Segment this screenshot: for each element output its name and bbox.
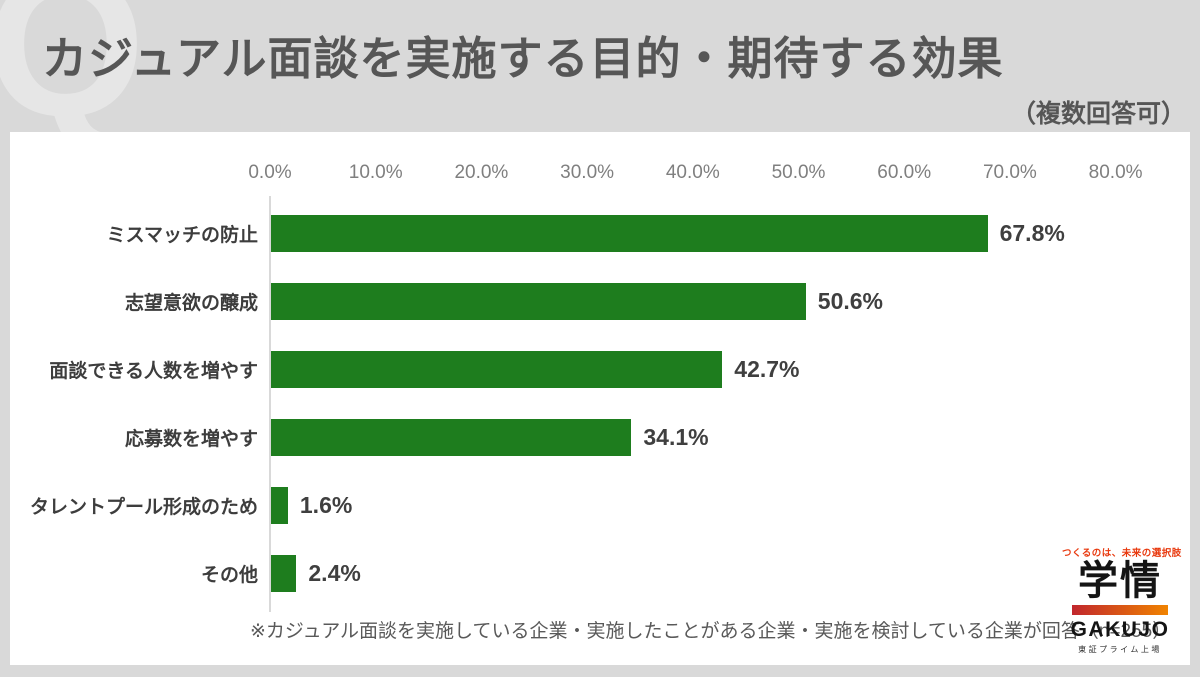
chart-row: その他 2.4% [10,555,1190,592]
survey-footnote: ※カジュアル面談を実施している企業・実施したことがある企業・実施を検討している企… [250,621,1172,642]
chart-row: 面談できる人数を増やす 42.7% [10,351,1190,388]
q-watermark-letter: Q [0,0,146,159]
bar [271,419,632,456]
value-label: 50.6% [817,288,884,314]
chart-row: タレントプール形成のため 1.6% [10,487,1190,524]
logo-listing-subtext: 東証プライム上場 [1078,645,1162,654]
multiple-answers-note: （複数回答可） [1010,100,1186,128]
category-label: 面談できる人数を増やす [49,361,258,382]
bar [271,555,297,592]
value-label: 42.7% [734,356,800,382]
logo-kanji-wordmark: 学情 [1078,558,1162,603]
logo-gradient-bar [1072,604,1168,615]
x-tick-label: 80.0% [1088,162,1143,183]
bar [271,351,723,388]
category-label: タレントプール形成のため [29,497,258,518]
value-label: 34.1% [643,424,709,450]
bar [271,283,806,320]
bar [271,487,288,524]
x-tick-label: 50.0% [771,162,826,183]
page-title: カジュアル面談を実施する目的・期待する効果 [42,33,1004,84]
chart-row: ミスマッチの防止 67.8% [10,215,1190,252]
x-tick-label: 30.0% [560,162,615,183]
x-tick-label: 70.0% [982,162,1037,183]
x-tick-label: 20.0% [454,162,509,183]
y-axis-line [269,196,271,612]
x-tick-label: 0.0% [248,162,292,183]
chart-row: 志望意欲の醸成 50.6% [10,283,1190,320]
x-tick-label: 60.0% [877,162,932,183]
category-label: 応募数を増やす [124,429,258,450]
gakujo-logo: つくるのは、未来の選択肢 学情 GAKUJO 東証プライム上場 [1062,545,1182,655]
logo-latin-wordmark: GAKUJO [1070,617,1170,641]
chart-panel: 0.0% 10.0% 20.0% 30.0% 40.0% 50.0% 60.0%… [10,132,1190,665]
category-label: 志望意欲の醸成 [124,293,258,314]
category-label: その他 [200,565,258,586]
value-label: 1.6% [299,492,353,518]
x-tick-label: 10.0% [348,162,403,183]
value-label: 2.4% [308,560,361,586]
value-label: 67.8% [999,220,1065,246]
bar [271,215,988,252]
logo-tagline: つくるのは、未来の選択肢 [1062,547,1182,559]
category-label: ミスマッチの防止 [106,225,258,246]
x-tick-label: 40.0% [665,162,720,183]
chart-row: 応募数を増やす 34.1% [10,419,1190,456]
